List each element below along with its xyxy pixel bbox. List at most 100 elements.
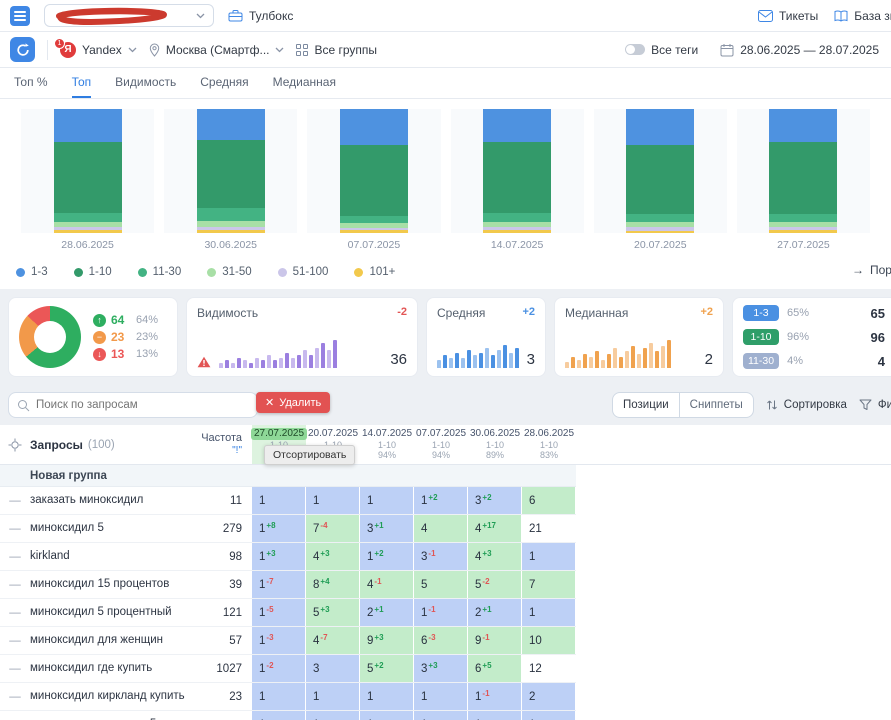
- all-tags-toggle[interactable]: Все теги: [625, 43, 698, 57]
- position-cell[interactable]: 12: [522, 655, 576, 682]
- drag-handle[interactable]: —: [9, 550, 21, 563]
- position-cell[interactable]: 3 +3: [414, 655, 468, 682]
- chart-bar-30.06.2025[interactable]: [164, 109, 298, 233]
- position-cell[interactable]: 3 +1: [360, 515, 414, 542]
- refresh-button[interactable]: [10, 37, 35, 62]
- group-row[interactable]: Новая группа: [0, 465, 576, 487]
- chart-bar-14.07.2025[interactable]: [450, 109, 584, 233]
- date-range-picker[interactable]: 28.06.2025 — 28.07.2025: [720, 43, 879, 57]
- position-cell[interactable]: 2 +1: [468, 599, 522, 626]
- chart-bar-27.07.2025[interactable]: [736, 109, 871, 233]
- toolbox-link[interactable]: Тулбокс: [228, 9, 293, 23]
- knowledge-base-link[interactable]: База знаний: [834, 9, 891, 23]
- tab-5[interactable]: Медианная: [272, 75, 336, 89]
- legend-item-11-30[interactable]: 11-30: [137, 266, 181, 278]
- drag-handle[interactable]: —: [9, 606, 21, 619]
- tab-1[interactable]: Топ %: [14, 75, 48, 89]
- search-engine-select[interactable]: Я 1 Yandex: [54, 37, 137, 58]
- position-cell[interactable]: 1: [468, 711, 522, 720]
- legend-item-31-50[interactable]: 31-50: [207, 266, 252, 278]
- chart-bar-07.07.2025[interactable]: [307, 109, 441, 233]
- tab-2[interactable]: Топ: [71, 68, 92, 98]
- position-cell[interactable]: 1: [252, 487, 306, 514]
- position-cell[interactable]: 1: [360, 683, 414, 710]
- position-cell[interactable]: 1 +8: [252, 515, 306, 542]
- position-cell[interactable]: 1 +2: [414, 487, 468, 514]
- drag-handle[interactable]: —: [9, 690, 21, 703]
- position-cell[interactable]: 1 -1: [414, 599, 468, 626]
- positions-segment[interactable]: Позиции: [623, 399, 669, 411]
- query-name[interactable]: миноксидил 5: [30, 521, 104, 534]
- region-select[interactable]: Москва (Смартф...: [149, 43, 285, 57]
- drag-handle[interactable]: —: [0, 711, 30, 720]
- legend-item-1-10[interactable]: 1-10: [73, 266, 112, 278]
- queries-column-header[interactable]: Запросы (100): [30, 425, 196, 464]
- query-name[interactable]: миноксидил 15 процентов: [30, 577, 170, 590]
- position-cell[interactable]: 1 -1: [468, 683, 522, 710]
- menu-icon[interactable]: [10, 5, 30, 26]
- position-cell[interactable]: 2: [522, 683, 576, 710]
- query-name[interactable]: миноксидил киркланд 5: [30, 711, 196, 720]
- position-cell[interactable]: 4 +3: [468, 543, 522, 570]
- position-cell[interactable]: 1: [360, 487, 414, 514]
- position-cell[interactable]: 5 +2: [360, 655, 414, 682]
- position-cell[interactable]: 8 +4: [306, 571, 360, 598]
- tickets-link[interactable]: Тикеты: [758, 9, 818, 23]
- position-cell[interactable]: 1: [306, 487, 360, 514]
- position-cell[interactable]: 6: [522, 487, 576, 514]
- query-name[interactable]: миноксидил киркланд купить: [30, 689, 185, 702]
- position-cell[interactable]: 1 -3: [252, 627, 306, 654]
- order-link[interactable]: → Порядок: [852, 263, 891, 277]
- position-cell[interactable]: 7 -4: [306, 515, 360, 542]
- query-name[interactable]: миноксидил где купить: [30, 661, 153, 674]
- position-cell[interactable]: 1: [414, 711, 468, 720]
- position-cell[interactable]: 1: [306, 683, 360, 710]
- search-input[interactable]: [36, 399, 249, 411]
- legend-item-101+[interactable]: 101+: [354, 266, 395, 278]
- column-header-07.07.2025[interactable]: 07.07.2025 1-10 94%: [414, 425, 468, 464]
- position-cell[interactable]: 6 +5: [468, 655, 522, 682]
- drag-handle[interactable]: —: [9, 662, 21, 675]
- position-cell[interactable]: 7: [522, 571, 576, 598]
- legend-item-51-100[interactable]: 51-100: [277, 266, 328, 278]
- position-cell[interactable]: 1: [252, 711, 306, 720]
- position-cell[interactable]: 1 -5: [252, 599, 306, 626]
- position-cell[interactable]: 1: [306, 711, 360, 720]
- position-cell[interactable]: 1: [414, 683, 468, 710]
- position-cell[interactable]: 1: [522, 599, 576, 626]
- position-cell[interactable]: 1 +3: [252, 543, 306, 570]
- position-cell[interactable]: 1: [522, 543, 576, 570]
- position-cell[interactable]: 5 -2: [468, 571, 522, 598]
- position-cell[interactable]: 2 +1: [360, 599, 414, 626]
- position-cell[interactable]: 4 -7: [306, 627, 360, 654]
- query-name[interactable]: миноксидил для женщин: [30, 633, 163, 646]
- position-cell[interactable]: 4 -1: [360, 571, 414, 598]
- position-cell[interactable]: 6 -3: [414, 627, 468, 654]
- sort-button[interactable]: Сортировка: [766, 399, 847, 411]
- position-cell[interactable]: 3: [306, 655, 360, 682]
- position-cell[interactable]: 9 +3: [360, 627, 414, 654]
- drag-handle[interactable]: —: [9, 522, 21, 535]
- position-cell[interactable]: 5 +3: [306, 599, 360, 626]
- position-cell[interactable]: 1: [252, 683, 306, 710]
- drag-handle[interactable]: —: [9, 494, 21, 507]
- chart-bar-28.06.2025[interactable]: [21, 109, 155, 233]
- position-cell[interactable]: 10: [522, 627, 576, 654]
- project-selector[interactable]: [44, 4, 214, 27]
- position-cell[interactable]: 3 +2: [468, 487, 522, 514]
- drag-handle[interactable]: —: [9, 578, 21, 591]
- query-name[interactable]: заказать миноксидил: [30, 493, 144, 506]
- position-cell[interactable]: 1 -7: [252, 571, 306, 598]
- tab-4[interactable]: Средняя: [200, 75, 249, 89]
- position-cell[interactable]: 1 -2: [252, 655, 306, 682]
- column-header-30.06.2025[interactable]: 30.06.2025 1-10 89%: [468, 425, 522, 464]
- frequency-column-header[interactable]: Частота "!": [196, 425, 252, 464]
- position-cell[interactable]: 9 -1: [468, 627, 522, 654]
- delete-button[interactable]: ✕ Удалить: [256, 392, 331, 413]
- filters-button[interactable]: Фильтры: [859, 399, 891, 411]
- drag-handle[interactable]: —: [9, 634, 21, 647]
- chart-bar-20.07.2025[interactable]: [593, 109, 727, 233]
- tab-3[interactable]: Видимость: [115, 75, 177, 89]
- position-cell[interactable]: 5: [414, 571, 468, 598]
